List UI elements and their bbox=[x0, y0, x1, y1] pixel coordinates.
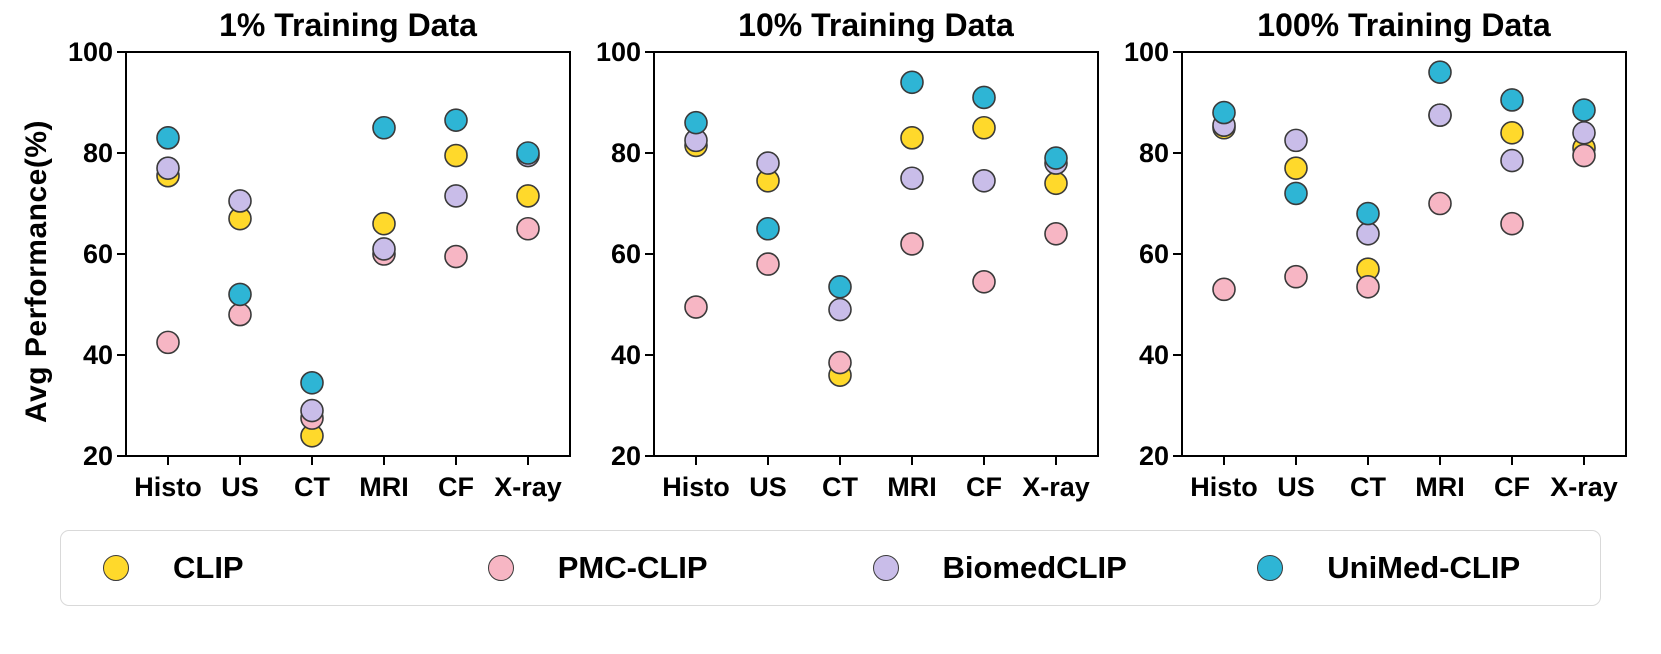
svg-text:CT: CT bbox=[822, 472, 858, 502]
svg-text:80: 80 bbox=[1138, 138, 1168, 168]
legend-item-unimed-clip: UniMed-CLIP bbox=[1215, 550, 1600, 586]
svg-text:40: 40 bbox=[82, 340, 112, 370]
legend-label: BiomedCLIP bbox=[942, 550, 1127, 585]
svg-text:60: 60 bbox=[1138, 239, 1168, 269]
svg-text:20: 20 bbox=[1138, 441, 1168, 471]
svg-text:US: US bbox=[1277, 472, 1315, 502]
pmc-clip-swatch-icon bbox=[487, 555, 514, 581]
legend-item-pmc-clip: PMC-CLIP bbox=[446, 550, 831, 586]
scatter-plot-1pct: 1% Training Data 20 40 60 80 100 Histo US CT MRI C… bbox=[67, 7, 571, 502]
svg-text:US: US bbox=[749, 472, 787, 502]
svg-text:X-ray: X-ray bbox=[494, 472, 562, 502]
svg-text:CF: CF bbox=[438, 472, 474, 502]
svg-text:100: 100 bbox=[595, 37, 640, 67]
biomedclip-swatch-icon bbox=[872, 555, 899, 581]
scatter-plot-100pct: 100% Training Data 20 40 60 80 100 Histo US CT MR… bbox=[1123, 7, 1627, 502]
svg-text:CF: CF bbox=[966, 472, 1002, 502]
svg-text:CT: CT bbox=[1350, 472, 1386, 502]
panel-1pct: Avg Performance(%) 1% Training Data 20 40 6… bbox=[20, 6, 582, 506]
svg-text:US: US bbox=[221, 472, 259, 502]
svg-text:X-ray: X-ray bbox=[1550, 472, 1618, 502]
svg-text:X-ray: X-ray bbox=[1022, 472, 1090, 502]
svg-text:80: 80 bbox=[82, 138, 112, 168]
charts-row: Avg Performance(%) 1% Training Data 20 40 6… bbox=[20, 6, 1638, 506]
svg-text:100: 100 bbox=[67, 37, 112, 67]
legend: CLIP PMC-CLIP BiomedCLIP UniMed-CLIP bbox=[60, 530, 1601, 606]
svg-text:60: 60 bbox=[82, 239, 112, 269]
y-axis-label: Avg Performance(%) bbox=[19, 119, 53, 423]
svg-text:1% Training Data: 1% Training Data bbox=[219, 7, 477, 43]
legend-item-biomedclip: BiomedCLIP bbox=[831, 550, 1216, 586]
svg-text:40: 40 bbox=[610, 340, 640, 370]
svg-text:MRI: MRI bbox=[359, 472, 409, 502]
legend-label: PMC-CLIP bbox=[557, 550, 708, 585]
panel-10pct: 10% Training Data 20 40 60 80 100 Histo US CT MRI… bbox=[590, 6, 1110, 506]
svg-text:Histo: Histo bbox=[662, 472, 730, 502]
unimed-clip-swatch-icon bbox=[1257, 555, 1284, 581]
panel-100pct: 100% Training Data 20 40 60 80 100 Histo US CT MR… bbox=[1118, 6, 1638, 506]
svg-text:10% Training Data: 10% Training Data bbox=[738, 7, 1014, 43]
svg-text:100: 100 bbox=[1123, 37, 1168, 67]
svg-text:Histo: Histo bbox=[1190, 472, 1258, 502]
legend-label: CLIP bbox=[173, 550, 244, 585]
svg-text:40: 40 bbox=[1138, 340, 1168, 370]
svg-text:CF: CF bbox=[1494, 472, 1530, 502]
svg-text:20: 20 bbox=[610, 441, 640, 471]
svg-text:80: 80 bbox=[610, 138, 640, 168]
svg-text:20: 20 bbox=[82, 441, 112, 471]
legend-label: UniMed-CLIP bbox=[1327, 550, 1521, 585]
svg-text:Histo: Histo bbox=[134, 472, 202, 502]
scatter-plot-10pct: 10% Training Data 20 40 60 80 100 Histo US CT MRI… bbox=[595, 7, 1099, 502]
svg-text:MRI: MRI bbox=[1415, 472, 1465, 502]
svg-text:CT: CT bbox=[294, 472, 330, 502]
legend-item-clip: CLIP bbox=[61, 550, 446, 586]
svg-text:MRI: MRI bbox=[887, 472, 937, 502]
svg-text:60: 60 bbox=[610, 239, 640, 269]
svg-text:100% Training Data: 100% Training Data bbox=[1257, 7, 1551, 43]
clip-swatch-icon bbox=[103, 555, 129, 581]
